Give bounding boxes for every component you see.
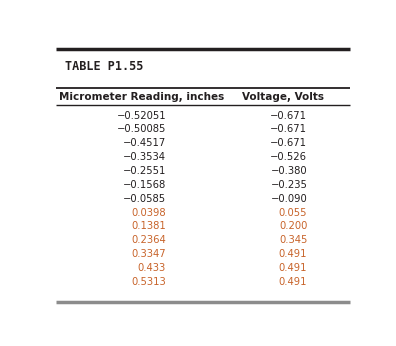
Text: 0.200: 0.200 <box>279 221 307 231</box>
Text: 0.491: 0.491 <box>279 249 307 259</box>
Text: 0.5313: 0.5313 <box>131 277 166 287</box>
Text: 0.0398: 0.0398 <box>131 208 166 218</box>
Text: −0.0585: −0.0585 <box>123 194 166 204</box>
Text: Voltage, Volts: Voltage, Volts <box>242 92 324 102</box>
Text: −0.526: −0.526 <box>270 152 307 162</box>
Text: 0.1381: 0.1381 <box>131 221 166 231</box>
Text: −0.090: −0.090 <box>270 194 307 204</box>
Text: −0.4517: −0.4517 <box>123 138 166 148</box>
Text: −0.1568: −0.1568 <box>123 180 166 190</box>
Text: 0.055: 0.055 <box>279 208 307 218</box>
Text: Micrometer Reading, inches: Micrometer Reading, inches <box>59 92 224 102</box>
Text: −0.3534: −0.3534 <box>123 152 166 162</box>
Text: 0.491: 0.491 <box>279 277 307 287</box>
Text: −0.671: −0.671 <box>270 111 307 121</box>
Text: 0.345: 0.345 <box>279 235 307 245</box>
Text: 0.433: 0.433 <box>138 263 166 273</box>
Text: −0.671: −0.671 <box>270 138 307 148</box>
Text: 0.3347: 0.3347 <box>131 249 166 259</box>
Text: −0.2551: −0.2551 <box>123 166 166 176</box>
Text: −0.52051: −0.52051 <box>116 111 166 121</box>
Text: −0.50085: −0.50085 <box>117 125 166 135</box>
Text: −0.235: −0.235 <box>270 180 307 190</box>
Text: 0.491: 0.491 <box>279 263 307 273</box>
Text: TABLE P1.55: TABLE P1.55 <box>65 60 143 73</box>
Text: −0.380: −0.380 <box>271 166 307 176</box>
Text: −0.671: −0.671 <box>270 125 307 135</box>
Text: 0.2364: 0.2364 <box>131 235 166 245</box>
